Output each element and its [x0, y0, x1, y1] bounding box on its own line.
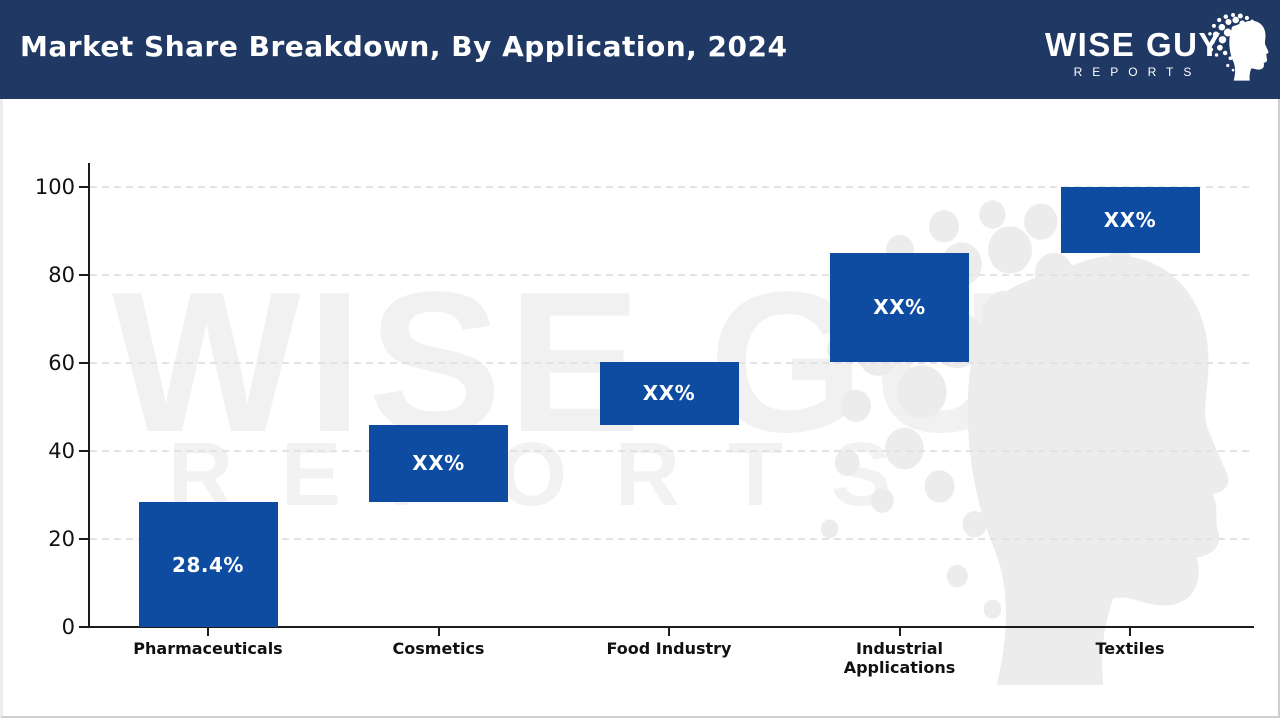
grid-line	[90, 538, 1254, 540]
watermark-text-line2: REPORTS	[168, 425, 940, 525]
y-tick-label: 40	[48, 439, 75, 463]
bar-value-label: XX%	[412, 451, 465, 476]
bar-value-label: 28.4%	[172, 552, 244, 577]
y-tick-label: 20	[48, 527, 75, 551]
logo-subtext: REPORTS	[1073, 64, 1202, 79]
y-axis-line	[88, 163, 90, 628]
y-tick-mark	[79, 626, 88, 628]
x-category-label: Industrial Applications	[843, 639, 956, 677]
y-tick-label: 100	[34, 175, 75, 199]
logo-text: WISE GUY REPORTS	[1045, 26, 1222, 79]
x-axis-line	[88, 626, 1254, 628]
x-category-label: Food Industry	[606, 639, 732, 658]
y-tick-label: 60	[48, 351, 75, 375]
bar-value-label: XX%	[642, 381, 696, 406]
bar-segment: XX%	[830, 253, 969, 362]
x-tick-mark	[1129, 628, 1131, 636]
y-tick-mark	[79, 450, 88, 452]
x-category-label: Pharmaceuticals	[133, 639, 283, 658]
chart-title: Market Share Breakdown, By Application, …	[20, 30, 788, 63]
bar-segment: XX%	[1060, 187, 1200, 253]
bar-value-label: XX%	[873, 295, 926, 320]
y-tick-mark	[79, 362, 88, 364]
y-tick-label: 0	[61, 615, 75, 639]
grid-line	[90, 274, 1254, 276]
x-tick-mark	[207, 628, 209, 636]
wise-guy-reports-logo: WISE GUY REPORTS	[1045, 6, 1272, 92]
x-tick-mark	[668, 628, 670, 636]
x-tick-mark	[437, 628, 440, 636]
bar-segment: 28.4%	[138, 502, 278, 627]
y-tick-label: 80	[48, 263, 75, 287]
x-tick-mark	[898, 628, 901, 636]
y-tick-mark	[79, 538, 88, 540]
bar-value-label: XX%	[1103, 208, 1157, 232]
x-category-label: Cosmetics	[392, 639, 485, 658]
y-tick-mark	[79, 186, 88, 188]
y-tick-mark	[79, 274, 88, 276]
grid-line	[90, 450, 1254, 452]
header-bar: Market Share Breakdown, By Application, …	[0, 0, 1280, 99]
bar-segment: XX%	[599, 361, 739, 425]
grid-line	[90, 186, 1254, 188]
logo-wordmark: WISE GUY	[1044, 25, 1222, 63]
bar-segment: XX%	[369, 424, 508, 503]
logo-face-icon	[1208, 13, 1269, 81]
x-category-label: Textiles	[1095, 639, 1165, 658]
